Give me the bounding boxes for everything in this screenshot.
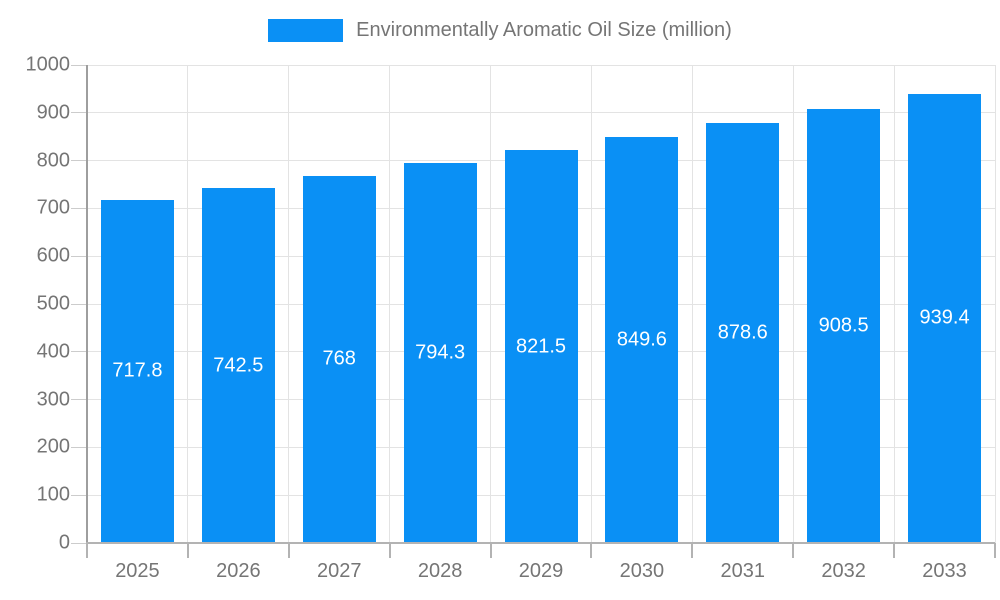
x-axis-tick-label: 2027 bbox=[316, 560, 362, 582]
bar-2032[interactable]: 908.5 bbox=[807, 108, 881, 543]
vertical-gridline bbox=[288, 65, 290, 543]
x-axis-tick bbox=[792, 543, 795, 558]
y-axis-tick-label: 800 bbox=[36, 149, 70, 172]
vertical-gridline bbox=[187, 65, 189, 543]
legend-color-swatch-icon bbox=[268, 19, 344, 42]
y-axis-tick-label: 0 bbox=[58, 531, 70, 554]
x-axis-tick-label: 2032 bbox=[821, 560, 866, 582]
x-axis-tick-label: 2025 bbox=[115, 560, 160, 582]
vertical-gridline bbox=[389, 65, 391, 543]
x-axis-tick bbox=[893, 543, 896, 558]
y-axis-tick bbox=[71, 112, 87, 114]
bar-value-label: 849.6 bbox=[616, 328, 667, 351]
x-axis-tick bbox=[388, 543, 391, 558]
y-axis-tick-label: 500 bbox=[36, 292, 70, 315]
bar-value-label: 821.5 bbox=[515, 335, 567, 358]
vertical-gridline bbox=[792, 65, 794, 543]
y-axis-tick bbox=[71, 399, 87, 401]
x-axis-tick-label: 2026 bbox=[216, 560, 261, 582]
y-axis-tick-label: 600 bbox=[36, 244, 70, 267]
x-axis-tick-label: 2030 bbox=[619, 560, 665, 582]
y-axis-tick-label: 1000 bbox=[25, 53, 71, 76]
y-axis-tick bbox=[71, 446, 87, 448]
y-axis-tick-label: 100 bbox=[36, 483, 70, 506]
bar-value-label: 908.5 bbox=[818, 314, 869, 337]
bar-value-label: 878.6 bbox=[717, 321, 768, 344]
x-axis-tick bbox=[86, 543, 88, 558]
y-axis-tick-label: 900 bbox=[36, 101, 70, 124]
bar-value-label: 742.5 bbox=[213, 354, 264, 377]
bar-2026[interactable]: 742.5 bbox=[201, 188, 275, 543]
vertical-gridline bbox=[691, 65, 693, 543]
x-axis-line bbox=[86, 542, 995, 544]
bar-value-label: 768 bbox=[322, 347, 356, 370]
x-axis-tick-label: 2029 bbox=[518, 560, 564, 582]
vertical-gridline bbox=[994, 65, 996, 543]
bar-2031[interactable]: 878.6 bbox=[706, 123, 780, 543]
bar-value-label: 717.8 bbox=[112, 359, 163, 382]
bar-2029[interactable]: 821.5 bbox=[504, 150, 578, 543]
x-axis-tick bbox=[287, 543, 290, 558]
vertical-gridline bbox=[590, 65, 592, 543]
bar-2027[interactable]: 768 bbox=[302, 175, 376, 543]
y-axis-tick-label: 700 bbox=[36, 196, 70, 219]
y-axis-tick bbox=[71, 64, 87, 66]
y-axis-tick bbox=[71, 351, 87, 353]
y-axis-tick bbox=[71, 303, 87, 305]
y-axis-line bbox=[86, 65, 88, 543]
x-axis-tick bbox=[994, 543, 996, 558]
y-axis-tick bbox=[71, 542, 87, 544]
plot-area: 717.8 742.5 768 794.3 821.5 849.6 878.6 908.5 93… bbox=[26, 54, 996, 582]
y-axis-tick bbox=[71, 207, 87, 209]
x-axis-tick bbox=[489, 543, 492, 558]
x-axis-tick-label: 2033 bbox=[922, 560, 967, 582]
y-axis-tick-label: 200 bbox=[36, 435, 70, 458]
bar-value-label: 794.3 bbox=[415, 341, 466, 364]
legend[interactable]: Environmentally Aromatic Oil Size (milli… bbox=[0, 19, 1000, 42]
bar-2033[interactable]: 939.4 bbox=[908, 93, 982, 543]
y-axis-tick-label: 400 bbox=[36, 340, 70, 363]
y-axis-tick-label: 300 bbox=[36, 388, 70, 411]
legend-label: Environmentally Aromatic Oil Size (milli… bbox=[356, 19, 732, 41]
x-axis-tick-label: 2031 bbox=[720, 560, 766, 582]
y-axis-tick bbox=[71, 255, 87, 257]
bar-2025[interactable]: 717.8 bbox=[100, 199, 174, 543]
y-axis-tick bbox=[71, 160, 87, 162]
x-axis-tick-label: 2028 bbox=[417, 560, 463, 582]
x-axis-tick bbox=[186, 543, 189, 558]
bar-value-label: 939.4 bbox=[919, 306, 970, 329]
horizontal-gridline bbox=[87, 64, 995, 66]
vertical-gridline bbox=[893, 65, 895, 543]
horizontal-gridline bbox=[87, 112, 995, 114]
x-axis-tick bbox=[590, 543, 593, 558]
x-axis-tick bbox=[691, 543, 694, 558]
bar-2028[interactable]: 794.3 bbox=[403, 163, 477, 543]
bar-2030[interactable]: 849.6 bbox=[605, 136, 679, 543]
y-axis-tick bbox=[71, 494, 87, 496]
vertical-gridline bbox=[490, 65, 492, 543]
